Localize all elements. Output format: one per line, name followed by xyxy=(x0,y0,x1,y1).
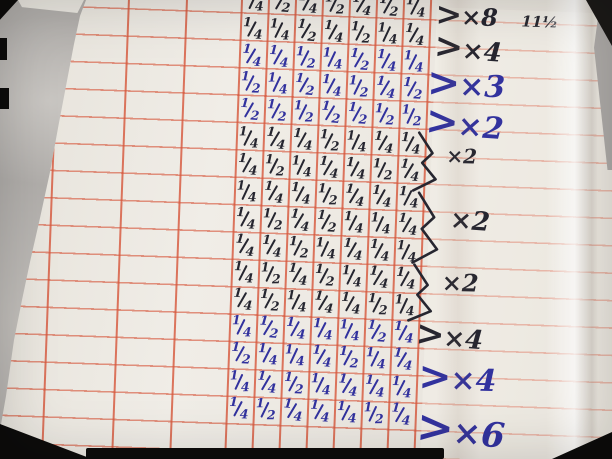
edge-black-tab-2 xyxy=(0,88,9,109)
brace-marks xyxy=(407,131,439,322)
edge-black-tab-1 xyxy=(0,38,7,60)
paper-edge-highlight xyxy=(546,0,598,459)
bottom-black-bar xyxy=(86,448,444,459)
paper-fold-shadow xyxy=(436,0,480,459)
